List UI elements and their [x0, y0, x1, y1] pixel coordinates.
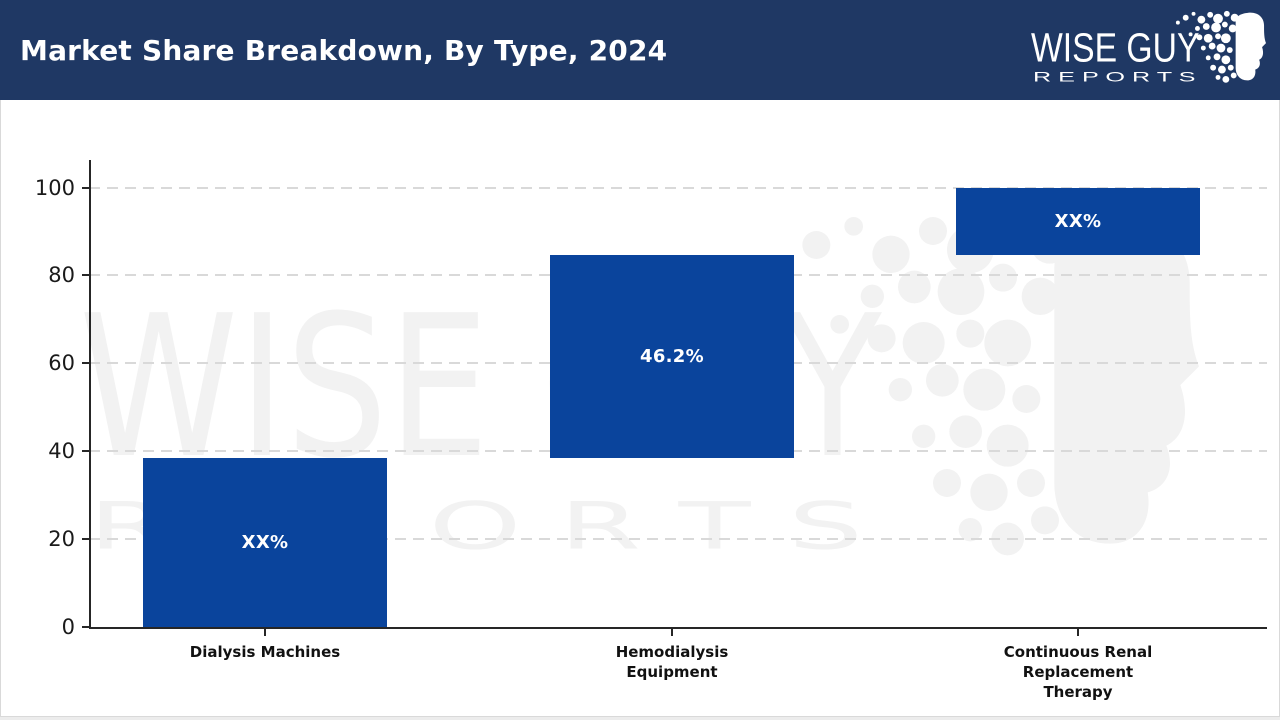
- header: Market Share Breakdown, By Type, 2024 WI…: [0, 0, 1280, 100]
- y-tick-label: 80: [48, 263, 75, 288]
- y-tick-label: 40: [48, 439, 75, 464]
- y-tick-mark: [82, 186, 89, 189]
- x-axis-line: [89, 627, 1267, 629]
- y-tick-mark: [82, 626, 89, 628]
- chart-canvas: WISE GUY R E P O R T S: [0, 100, 1280, 717]
- gridline: [89, 538, 1267, 541]
- category-label: Dialysis Machines: [189, 643, 341, 661]
- bar-value-label: 46.2%: [640, 345, 704, 367]
- bar: XX%: [143, 457, 387, 627]
- plot-region: 0 20 40 60 80 100 XX% Dialysis Machines 46.2% Hem…: [1, 100, 1280, 717]
- x-tick-mark: [671, 629, 673, 636]
- wise-guy-reports-logo-icon: WISE GUY R E P O R T S: [1031, 10, 1266, 84]
- y-tick-label: 100: [34, 175, 75, 200]
- category-label: Continuous Renal Replacement Therapy: [1003, 643, 1153, 701]
- y-tick-label: 0: [61, 615, 75, 639]
- y-tick-mark: [82, 450, 89, 453]
- bar-value-label: XX%: [1054, 210, 1102, 232]
- bar: XX%: [956, 187, 1200, 255]
- logo-subtitle: R E P O R T S: [1033, 69, 1196, 84]
- y-tick-mark: [82, 274, 89, 277]
- y-tick-mark: [82, 362, 89, 365]
- x-tick-mark: [1077, 629, 1079, 636]
- bar-value-label: XX%: [241, 531, 289, 553]
- chart-title: Market Share Breakdown, By Type, 2024: [20, 33, 668, 67]
- y-axis-line: [89, 160, 91, 629]
- bar: 46.2%: [550, 254, 794, 458]
- x-tick-mark: [264, 629, 266, 636]
- y-tick-label: 20: [48, 527, 75, 552]
- category-label: Hemodialysis Equipment: [615, 643, 729, 681]
- logo-wordmark: WISE GUY: [1031, 25, 1199, 71]
- y-tick-mark: [82, 538, 89, 541]
- y-tick-label: 60: [48, 351, 75, 376]
- logo-face-profile-icon: [1235, 12, 1266, 81]
- gridline: [89, 186, 1267, 189]
